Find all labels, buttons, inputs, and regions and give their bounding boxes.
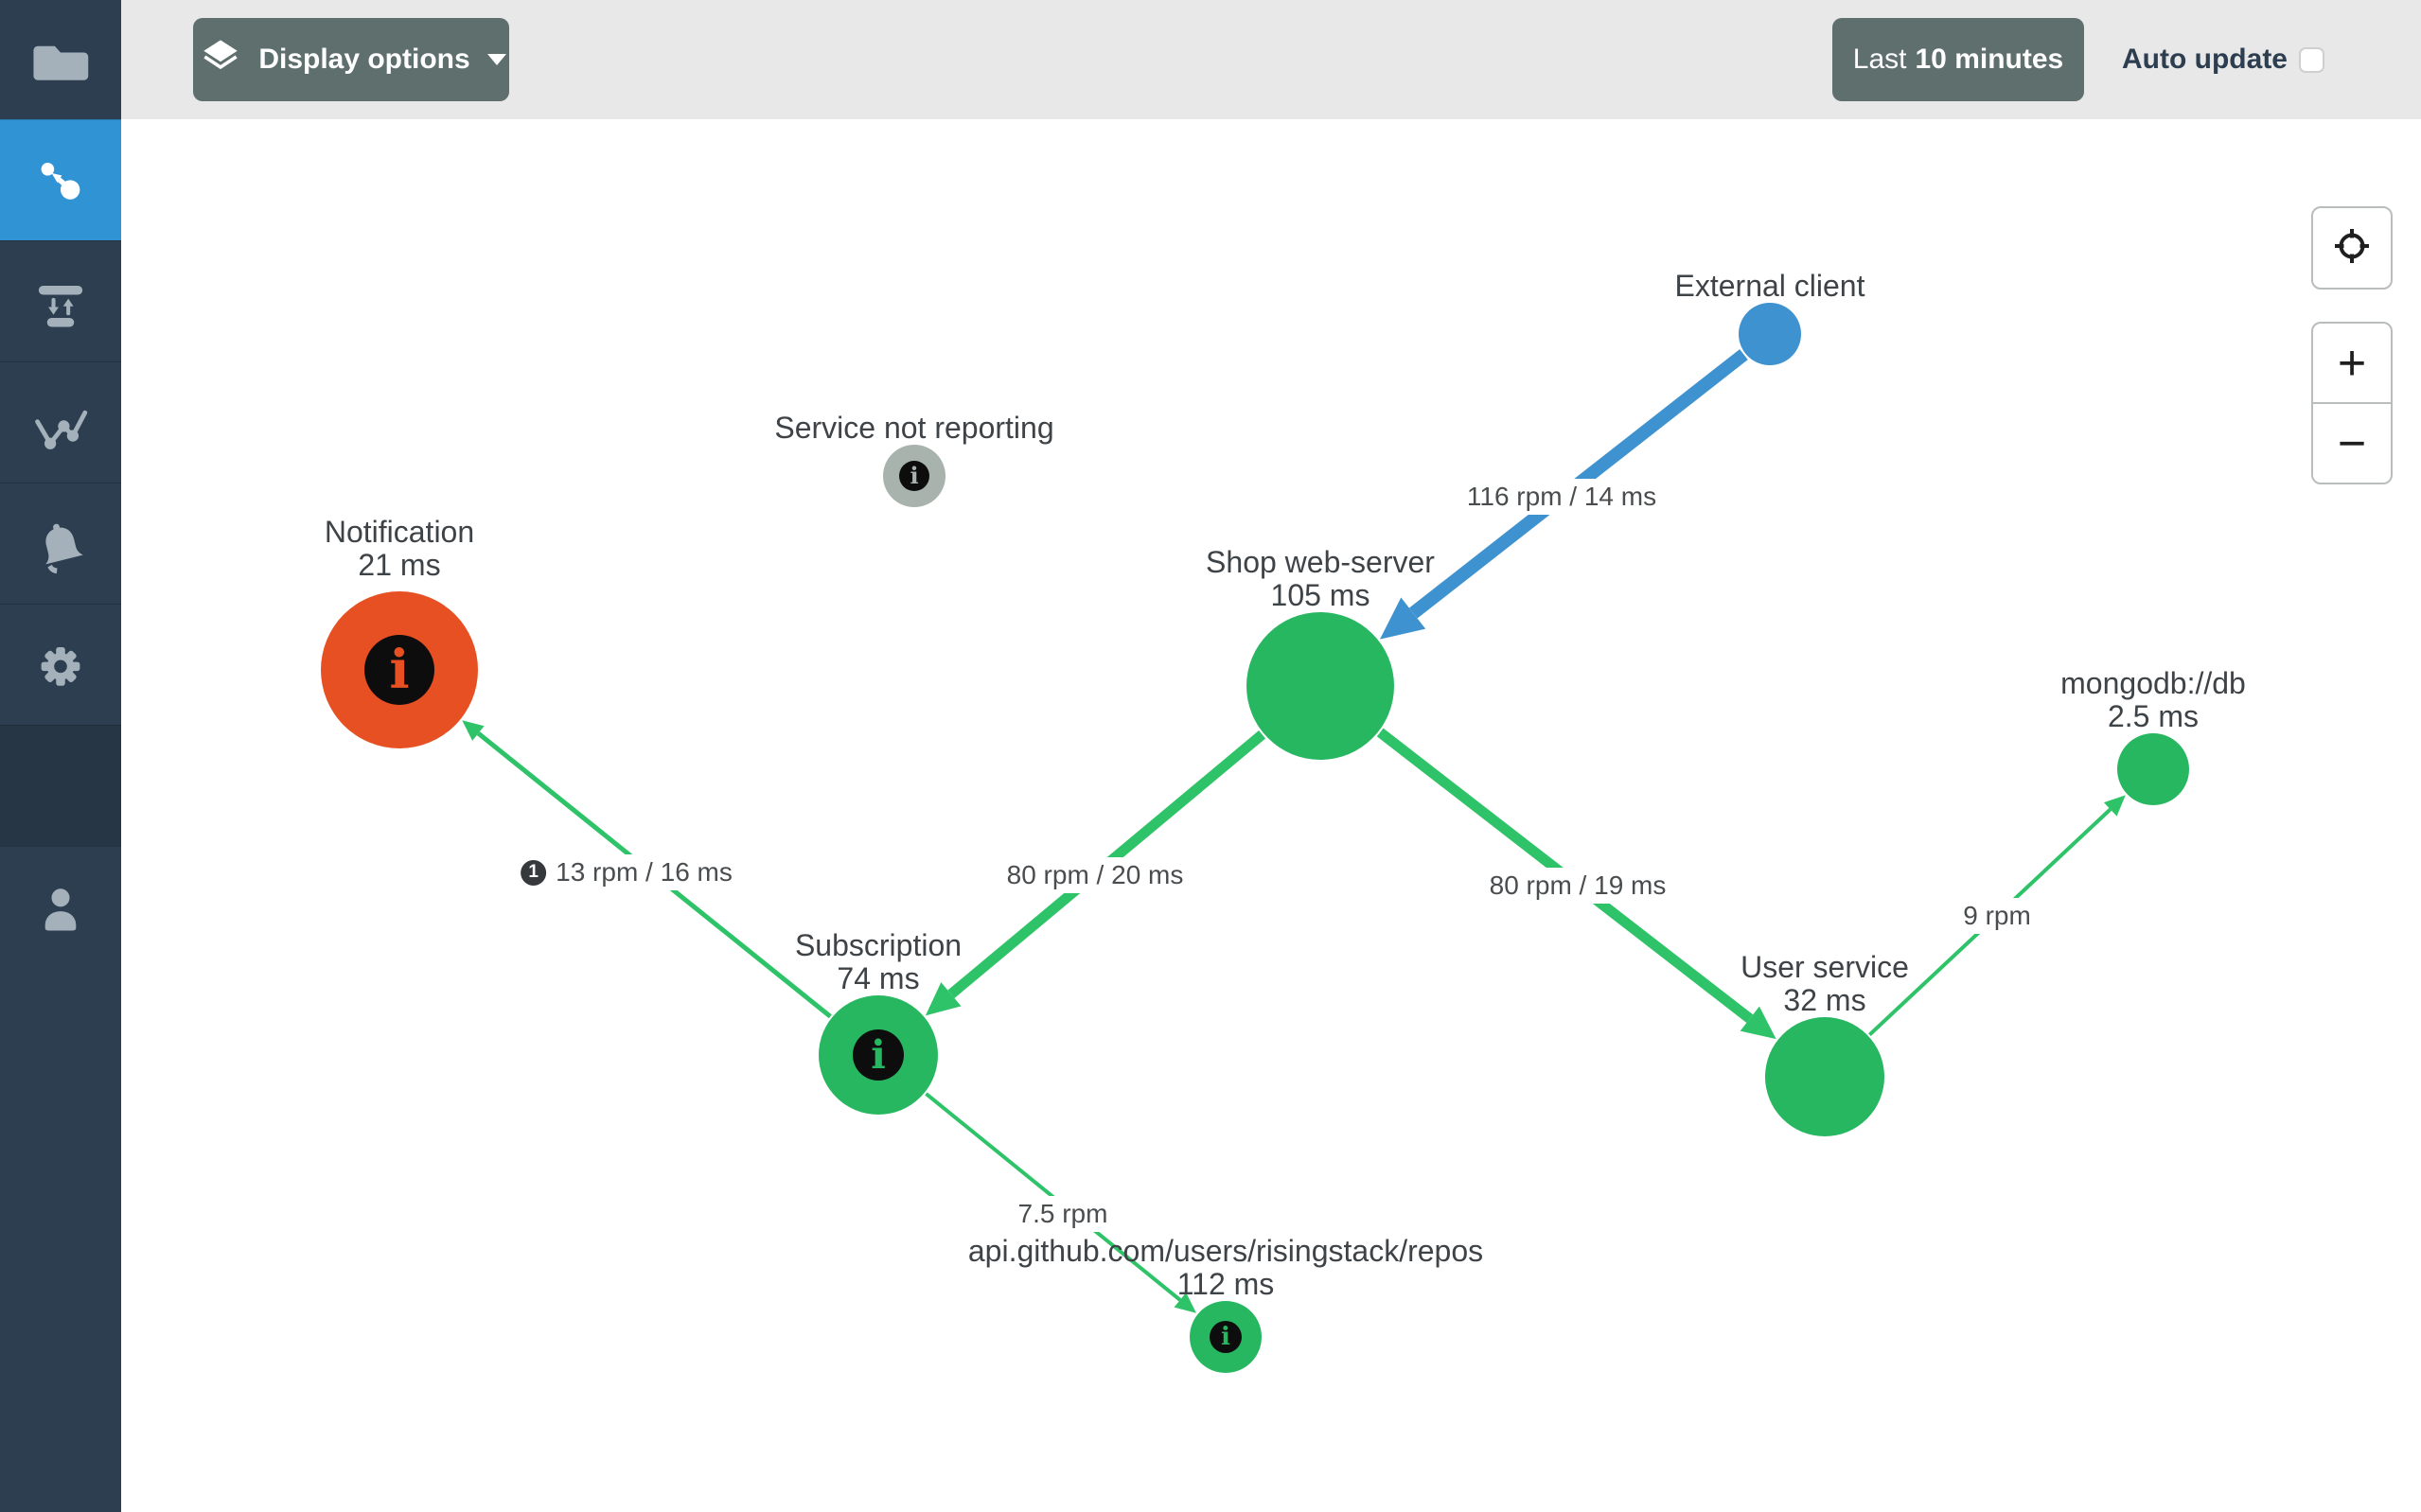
arrowhead-icon: [1740, 1006, 1776, 1040]
bell-icon: [28, 512, 93, 576]
edge-metrics-text: 13 rpm / 16 ms: [556, 857, 733, 887]
arrowhead-icon: [1174, 1292, 1196, 1313]
sidebar-item-queues[interactable]: [0, 240, 121, 361]
metrics-icon: [28, 391, 93, 455]
sidebar-item-projects[interactable]: [0, 0, 121, 119]
auto-update-label: Auto update: [2122, 44, 2288, 75]
auto-update-group: Auto update: [2122, 44, 2324, 76]
edge-metrics-text: 80 rpm / 19 ms: [1489, 870, 1667, 900]
time-range-prefix: Last: [1852, 44, 1907, 75]
display-options-button[interactable]: Display options: [193, 18, 509, 101]
time-range-value: 10 minutes: [1915, 44, 2064, 75]
topbar: Display options Last 10 minutes Auto upd…: [121, 0, 2421, 119]
info-icon: i: [364, 635, 434, 705]
edge-label-shop-web-server-to-subscription: 80 rpm / 20 ms: [997, 857, 1193, 893]
topology-icon: [28, 149, 93, 213]
arrowhead-icon: [462, 720, 485, 741]
sidebar-item-account[interactable]: [0, 846, 121, 967]
node-label-mongodb-db: mongodb://db 2.5 ms: [2060, 666, 2246, 733]
zoom-in-button[interactable]: +: [2337, 335, 2367, 391]
node-api-github-repos[interactable]: i: [1190, 1301, 1262, 1373]
sidebar-item-settings[interactable]: [0, 604, 121, 725]
sidebar-item-alerts[interactable]: [0, 483, 121, 604]
node-subscription[interactable]: i: [819, 995, 938, 1115]
gear-icon: [28, 633, 93, 697]
edge-metrics-text: 80 rpm / 20 ms: [1006, 860, 1184, 889]
edge-metrics-text: 9 rpm: [1963, 901, 2031, 930]
edge-metrics-text: 116 rpm / 14 ms: [1466, 482, 1657, 511]
node-label-notification: Notification 21 ms: [324, 515, 475, 582]
sidebar-item-metrics[interactable]: [0, 361, 121, 483]
arrowhead-icon: [2103, 795, 2126, 817]
node-user-service[interactable]: [1765, 1017, 1884, 1136]
person-icon: [28, 875, 93, 940]
crosshair-icon: [2328, 222, 2376, 274]
zoom-controls: + −: [2311, 322, 2393, 484]
topology-canvas[interactable]: + − 116 rpm / 14 ms 80 rpm / 20 ms 80 rpm …: [121, 119, 2421, 1512]
node-label-api-github-repos: api.github.com/users/risingstack/repos 11…: [967, 1234, 1484, 1301]
arrowhead-icon: [1379, 597, 1426, 640]
error-badge: 1: [521, 859, 547, 886]
chevron-down-icon: [486, 54, 506, 65]
node-shop-web-server[interactable]: [1246, 612, 1394, 760]
info-icon: i: [853, 1029, 904, 1081]
edge-metrics-text: 7.5 rpm: [1017, 1199, 1108, 1228]
layers-icon: [196, 31, 245, 88]
queue-icon: [28, 270, 93, 334]
info-icon: i: [1210, 1321, 1242, 1353]
auto-update-checkbox[interactable]: [2299, 46, 2324, 73]
edge-label-shop-web-server-to-user-service: 80 rpm / 19 ms: [1479, 868, 1676, 904]
edge-label-subscription-to-api-github-repos: 7.5 rpm: [1008, 1196, 1118, 1232]
node-label-subscription: Subscription 74 ms: [794, 928, 963, 995]
edge-label-user-service-to-mongodb-db: 9 rpm: [1953, 898, 2041, 934]
node-service-not-reporting[interactable]: i: [883, 445, 945, 507]
node-notification[interactable]: i: [321, 591, 478, 748]
node-external-client[interactable]: [1739, 303, 1801, 365]
sidebar-spacer: [0, 725, 121, 846]
sidebar-filler: [0, 967, 121, 1512]
edge-layer: [462, 349, 2126, 1313]
locate-button[interactable]: [2311, 206, 2393, 290]
node-label-service-not-reporting: Service not reporting: [774, 411, 1054, 445]
arrowhead-icon: [925, 982, 962, 1016]
node-label-user-service: User service 32 ms: [1741, 950, 1909, 1017]
node-label-shop-web-server: Shop web-server 105 ms: [1206, 545, 1435, 612]
node-label-external-client: External client: [1674, 269, 1865, 303]
info-icon: i: [899, 461, 929, 491]
display-options-label: Display options: [258, 44, 470, 75]
node-mongodb-db[interactable]: [2117, 733, 2189, 805]
time-range-button[interactable]: Last 10 minutes: [1832, 18, 2085, 101]
folder-icon: [28, 27, 93, 92]
edge-label-subscription-to-notification: 1 13 rpm / 16 ms: [511, 854, 742, 890]
zoom-out-button[interactable]: −: [2313, 402, 2391, 483]
sidebar-item-topology[interactable]: [0, 119, 121, 240]
sidebar: [0, 0, 121, 1512]
edge-label-external-client-to-shop-web-server: 116 rpm / 14 ms: [1457, 479, 1667, 515]
